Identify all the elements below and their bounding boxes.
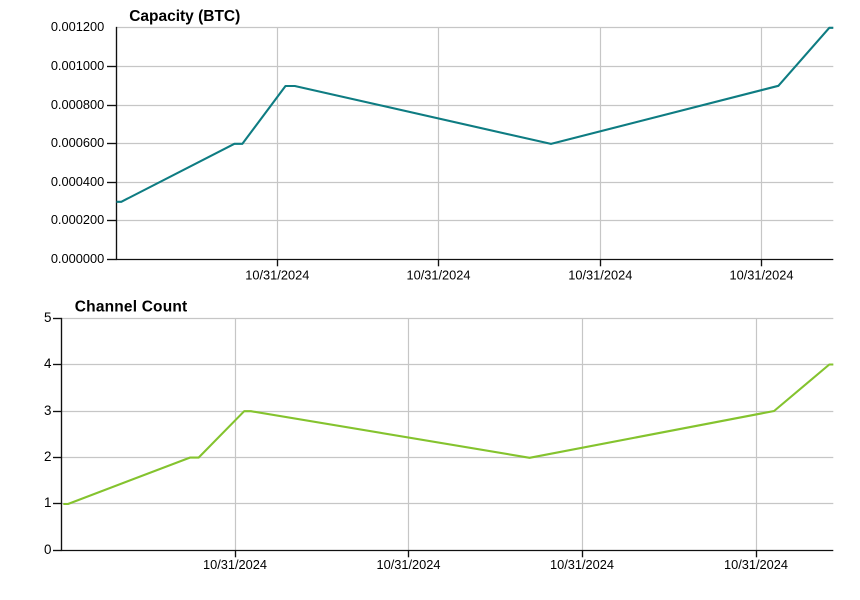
svg-text:0.000400: 0.000400 xyxy=(51,174,104,189)
svg-text:0.000200: 0.000200 xyxy=(51,212,104,227)
svg-text:10/31/2024: 10/31/2024 xyxy=(203,557,267,572)
svg-text:10/31/2024: 10/31/2024 xyxy=(376,557,440,572)
svg-text:5: 5 xyxy=(44,310,51,325)
svg-text:10/31/2024: 10/31/2024 xyxy=(568,267,632,282)
svg-text:10/31/2024: 10/31/2024 xyxy=(724,557,788,572)
svg-text:1: 1 xyxy=(44,495,51,510)
svg-text:0.001200: 0.001200 xyxy=(51,19,104,34)
svg-text:4: 4 xyxy=(44,356,52,371)
svg-text:0.000800: 0.000800 xyxy=(51,97,104,112)
svg-text:0: 0 xyxy=(44,542,51,557)
svg-text:0.000000: 0.000000 xyxy=(51,251,104,266)
svg-text:10/31/2024: 10/31/2024 xyxy=(550,557,614,572)
svg-text:3: 3 xyxy=(44,403,51,418)
svg-text:10/31/2024: 10/31/2024 xyxy=(729,267,793,282)
svg-text:2: 2 xyxy=(44,449,51,464)
svg-text:Channel Count: Channel Count xyxy=(75,299,188,316)
svg-text:10/31/2024: 10/31/2024 xyxy=(406,267,470,282)
svg-text:0.000600: 0.000600 xyxy=(51,135,104,150)
svg-text:10/31/2024: 10/31/2024 xyxy=(245,267,309,282)
svg-text:Capacity (BTC): Capacity (BTC) xyxy=(129,8,240,25)
svg-text:0.001000: 0.001000 xyxy=(51,58,104,73)
